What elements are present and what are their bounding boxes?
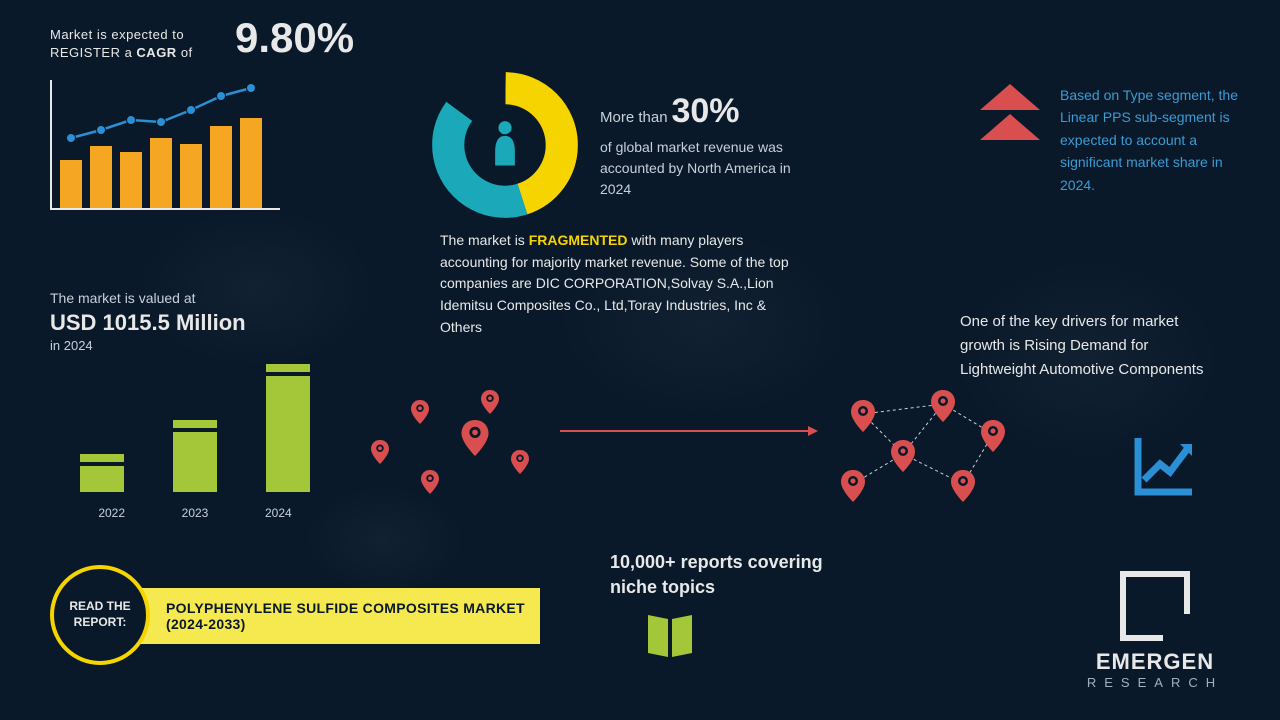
person-icon (488, 120, 522, 171)
pins-network (820, 370, 1020, 520)
fragmented-text: The market is FRAGMENTED with many playe… (440, 230, 800, 338)
logo-mark (1120, 571, 1190, 641)
donut-caption: More than 30% of global market revenue w… (600, 86, 810, 200)
cagr-bar-chart (50, 80, 280, 220)
donut-chart (430, 70, 580, 220)
report-title-bar: POLYPHENYLENE SULFIDE COMPOSITES MARKET … (110, 588, 540, 644)
report-circle: READ THE REPORT: (50, 565, 150, 665)
cagr-value: 9.80% (235, 14, 354, 62)
arrow-line (560, 430, 810, 432)
growth-icon (1130, 430, 1200, 500)
reports-count-text: 10,000+ reports covering niche topics (610, 550, 870, 600)
valuation-bar-chart: 202220232024 (70, 360, 320, 520)
valuation-block: The market is valued at USD 1015.5 Milli… (50, 290, 350, 353)
report-badge[interactable]: READ THE REPORT: POLYPHENYLENE SULFIDE C… (50, 570, 570, 660)
type-segment-text: Based on Type segment, the Linear PPS su… (1060, 84, 1250, 196)
pins-scattered (350, 380, 890, 520)
cagr-label: Market is expected toREGISTER a CAGR of (50, 26, 230, 62)
arrows-up-icon (970, 80, 1050, 160)
book-icon (640, 605, 700, 665)
emergen-logo: EMERGEN RESEARCH (1070, 571, 1240, 690)
